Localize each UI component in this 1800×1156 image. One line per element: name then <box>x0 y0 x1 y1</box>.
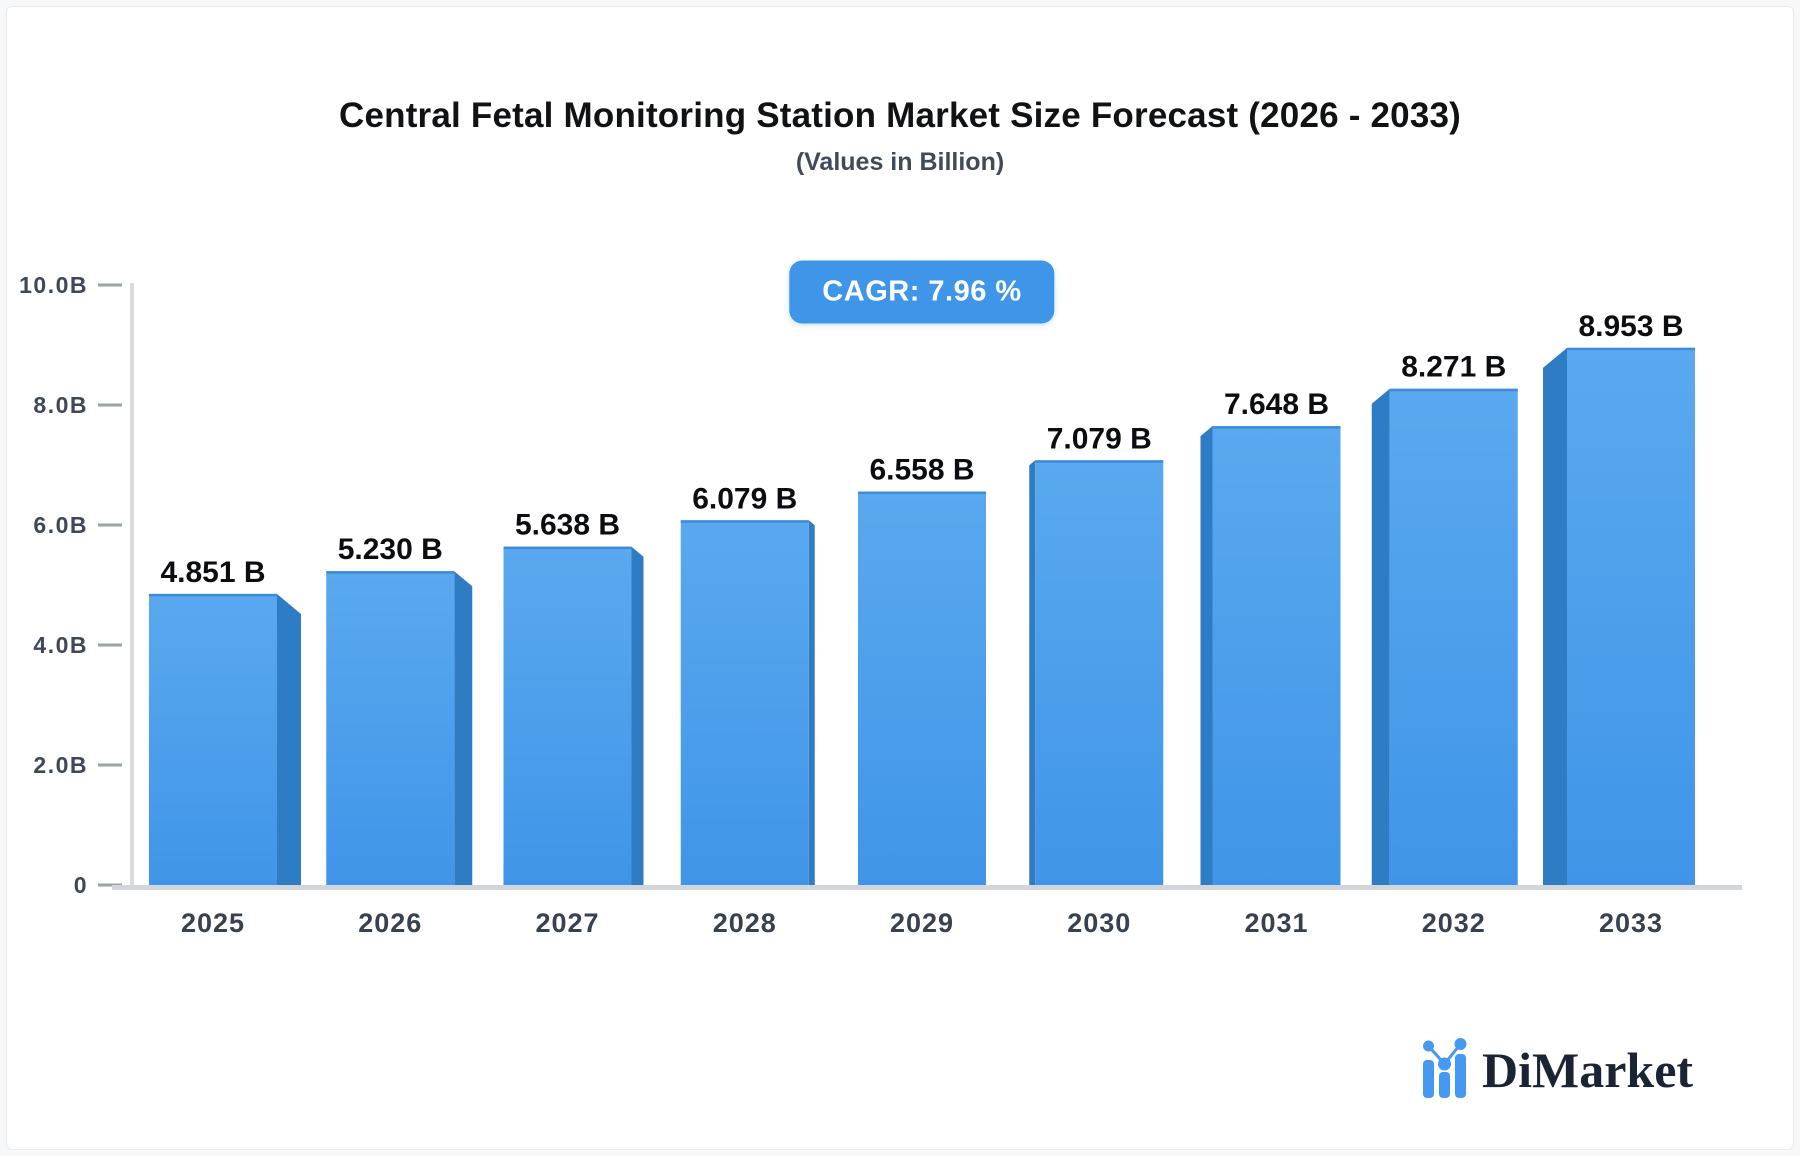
bar-2030 <box>1035 460 1164 885</box>
chart-title: Central Fetal Monitoring Station Market … <box>338 96 1462 135</box>
y-tick-label: 0 <box>74 872 88 898</box>
bar-2031 <box>1212 426 1341 885</box>
bar-value-label: 8.271 B <box>1401 351 1506 384</box>
x-category-label: 2027 <box>535 908 599 938</box>
bar-2025 <box>149 593 277 885</box>
bar-2026 <box>326 571 455 885</box>
x-category-label: 2032 <box>1422 908 1486 938</box>
bar-side-2031 <box>1200 426 1213 885</box>
y-tick-dash <box>98 523 122 527</box>
y-tick-label: 4.0B <box>33 632 88 658</box>
x-category-label: 2031 <box>1244 908 1308 938</box>
bar-2032 <box>1389 388 1518 885</box>
bar-2033 <box>1567 347 1695 885</box>
bar-value-label: 7.648 B <box>1224 388 1329 421</box>
y-tick-dash <box>98 283 122 287</box>
bar-value-label: 4.851 B <box>160 556 265 589</box>
x-category-label: 2025 <box>181 908 245 938</box>
bar-side-2027 <box>631 546 644 885</box>
x-category-label: 2028 <box>713 908 777 938</box>
y-tick-label: 8.0B <box>33 392 88 418</box>
y-tick-dash <box>98 643 122 647</box>
bar-2027 <box>503 546 632 885</box>
y-tick-label: 10.0B <box>19 272 88 298</box>
bar-value-label: 6.558 B <box>869 454 974 487</box>
dimarket-logo-icon <box>1423 1038 1467 1098</box>
bar-side-2028 <box>808 520 815 885</box>
y-tick-label: 6.0B <box>33 512 88 538</box>
bar-value-label: 8.953 B <box>1578 310 1683 343</box>
bar-2028 <box>680 520 809 885</box>
bar-side-2033 <box>1543 347 1567 885</box>
bar-2029 <box>858 491 986 885</box>
y-tick-label: 2.0B <box>33 752 88 778</box>
y-tick-dash <box>98 403 122 407</box>
x-category-label: 2033 <box>1599 908 1663 938</box>
x-axis-line <box>112 885 1742 890</box>
dimarket-logo-text: DiMarket <box>1482 1042 1694 1098</box>
x-category-label: 2029 <box>890 908 954 938</box>
chart-subtitle: (Values in Billion) <box>795 148 1005 176</box>
bar-side-2026 <box>454 571 473 885</box>
bar-value-label: 5.230 B <box>338 533 443 566</box>
bar-value-label: 5.638 B <box>515 509 620 542</box>
y-tick-dash <box>98 883 122 887</box>
bar-side-2030 <box>1029 460 1036 885</box>
bar-side-2032 <box>1371 388 1390 885</box>
y-axis-line <box>130 283 134 885</box>
bar-side-2025 <box>277 593 301 885</box>
dimarket-logo: DiMarket <box>1420 1036 1693 1098</box>
bar-value-label: 7.079 B <box>1047 422 1152 455</box>
y-tick-dash <box>98 763 122 767</box>
x-category-label: 2030 <box>1067 908 1131 938</box>
x-category-label: 2026 <box>358 908 422 938</box>
cagr-badge: CAGR: 7.96 % <box>789 260 1055 324</box>
bar-value-label: 6.079 B <box>692 482 797 515</box>
